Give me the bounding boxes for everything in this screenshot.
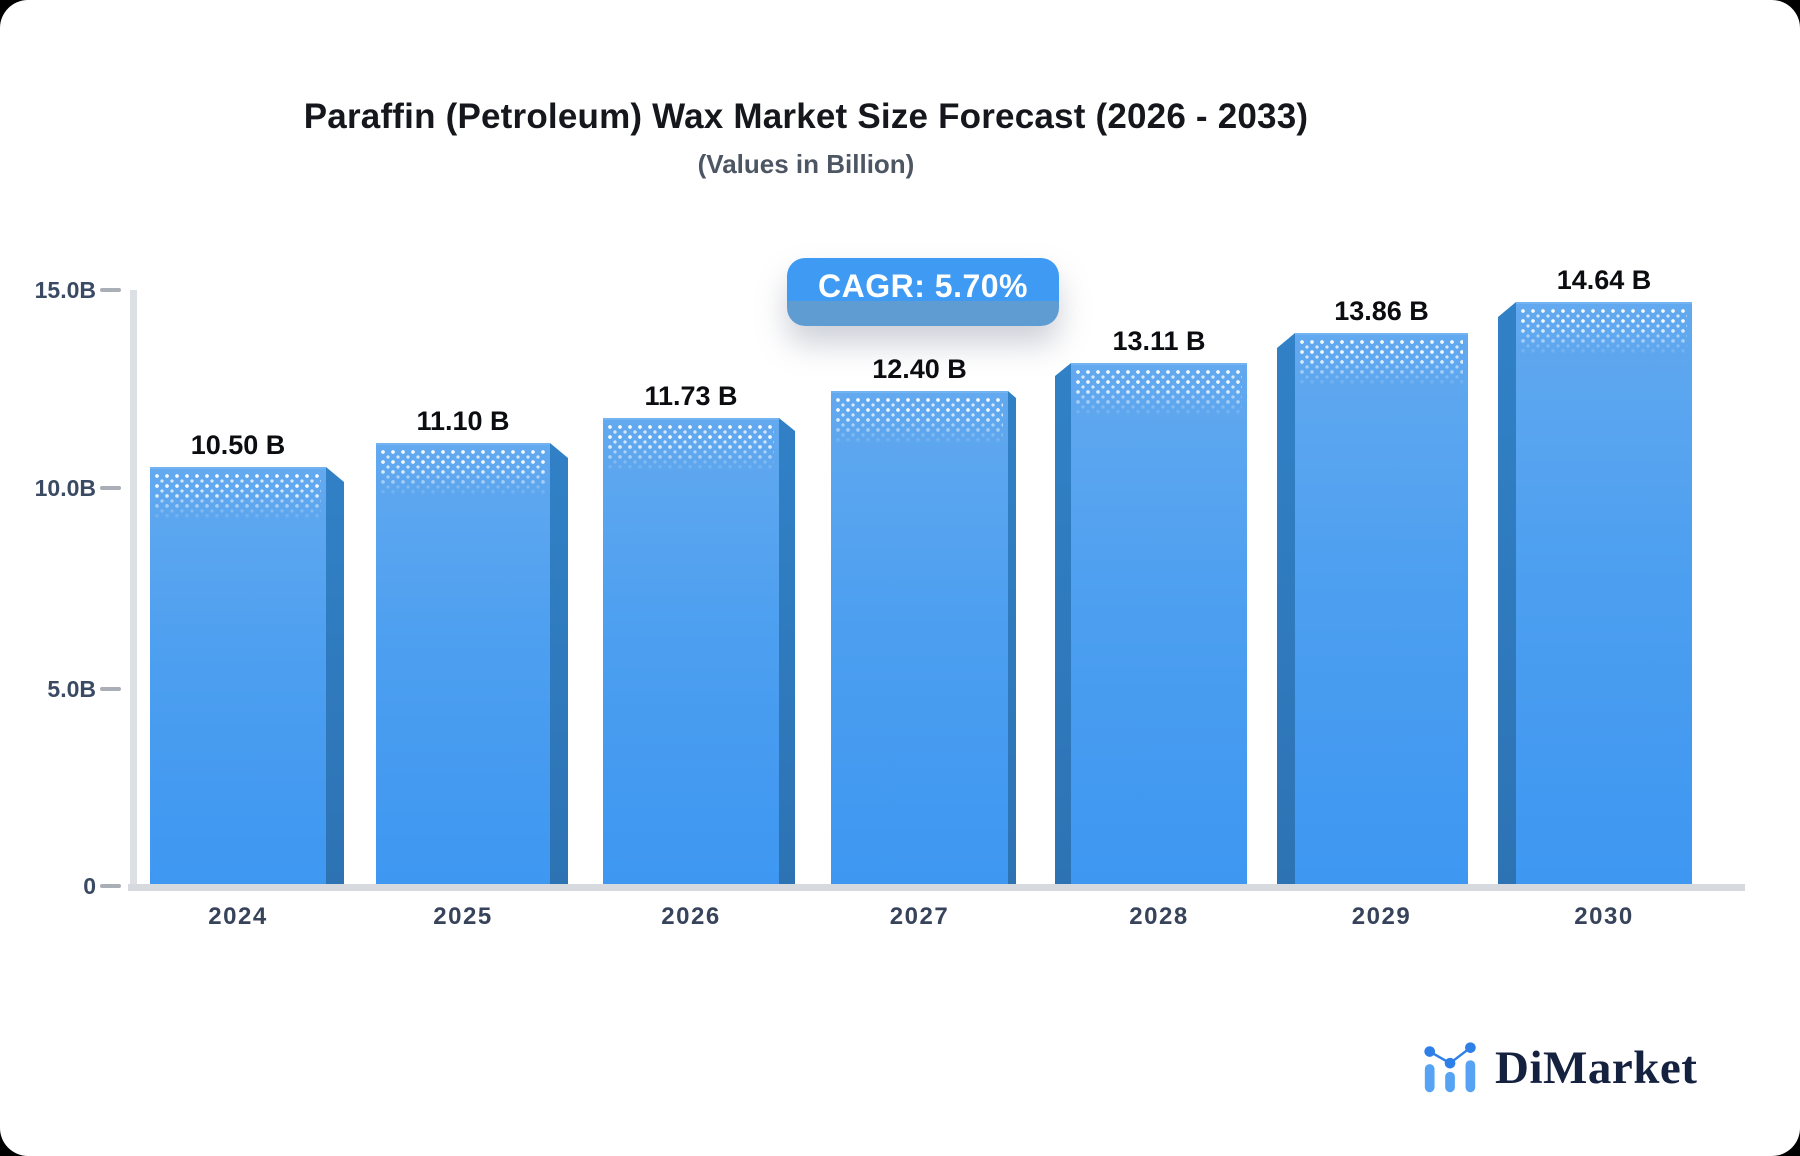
bar-2027: [831, 391, 1016, 884]
bar-top-dots-texture: [836, 398, 1003, 444]
bar-3d-side: [1498, 302, 1516, 884]
x-axis-label-2028: 2028: [1129, 903, 1189, 930]
y-axis-line: [130, 290, 137, 887]
bar-3d-side: [779, 418, 795, 884]
cagr-badge-label: CAGR: 5.70%: [818, 267, 1028, 304]
bar-top-dots-texture: [1076, 370, 1242, 416]
bar-3d-side: [326, 467, 344, 884]
bar-value-label: 10.50 B: [190, 430, 286, 460]
bar-3d-side: [550, 443, 568, 884]
x-axis-label-2029: 2029: [1351, 903, 1412, 930]
bar-top-dots-texture: [1300, 340, 1463, 386]
bar-body: [150, 467, 326, 884]
bar-chart-logo-icon: [1420, 1041, 1482, 1095]
bar-value-label: 14.64 B: [1556, 265, 1652, 295]
bar-2024: [150, 467, 344, 884]
brand-logo-text: DiMarket: [1495, 1042, 1698, 1094]
bar-2030: [1498, 302, 1692, 884]
bar-top-dots-texture: [1521, 309, 1687, 355]
bar-value-label: 11.73 B: [644, 381, 738, 411]
ytick-label-15: 15.0B: [34, 277, 96, 303]
bar-value-label: 13.86 B: [1334, 296, 1429, 326]
brand-logo: DiMarket: [1420, 1040, 1697, 1096]
bar-body: [1516, 302, 1692, 884]
bar-2025: [376, 443, 568, 884]
bar-3d-side: [1055, 363, 1071, 884]
ytick-dash: [100, 288, 121, 292]
bar-body: [1071, 363, 1247, 884]
x-axis-label-2027: 2027: [889, 903, 950, 930]
bar-top-dots-texture: [155, 474, 321, 520]
ytick-label-0: 0: [83, 873, 96, 899]
bar-body: [1295, 333, 1468, 884]
bar-top-dots-texture: [381, 450, 545, 496]
bar-3d-side: [1277, 333, 1295, 884]
bar-2029: [1277, 333, 1468, 884]
x-axis-line: [128, 884, 1745, 891]
bar-top-dots-texture: [608, 425, 774, 471]
bar-value-label: 11.10 B: [416, 406, 510, 436]
bar-body: [376, 443, 550, 884]
x-axis-label-2025: 2025: [433, 903, 493, 930]
cagr-badge: CAGR: 5.70%: [787, 258, 1059, 326]
ytick-dash: [100, 486, 121, 490]
bar-body: [831, 391, 1008, 884]
ytick-dash: [100, 687, 121, 691]
bar-3d-side: [1008, 391, 1016, 884]
x-axis-label-2024: 2024: [208, 903, 268, 930]
bar-2026: [603, 418, 795, 884]
ytick-label-10: 10.0B: [34, 475, 96, 501]
x-axis-label-2030: 2030: [1574, 903, 1634, 930]
bar-body: [603, 418, 779, 884]
bar-2028: [1055, 363, 1247, 884]
bar-value-label: 12.40 B: [872, 354, 967, 384]
x-axis-label-2026: 2026: [661, 903, 721, 930]
chart-subtitle: (Values in Billion): [697, 149, 915, 179]
bar-value-label: 13.11 B: [1112, 326, 1206, 356]
ytick-label-5: 5.0B: [47, 676, 96, 702]
ytick-dash: [100, 884, 121, 888]
chart-title: Paraffin (Petroleum) Wax Market Size For…: [303, 97, 1309, 136]
